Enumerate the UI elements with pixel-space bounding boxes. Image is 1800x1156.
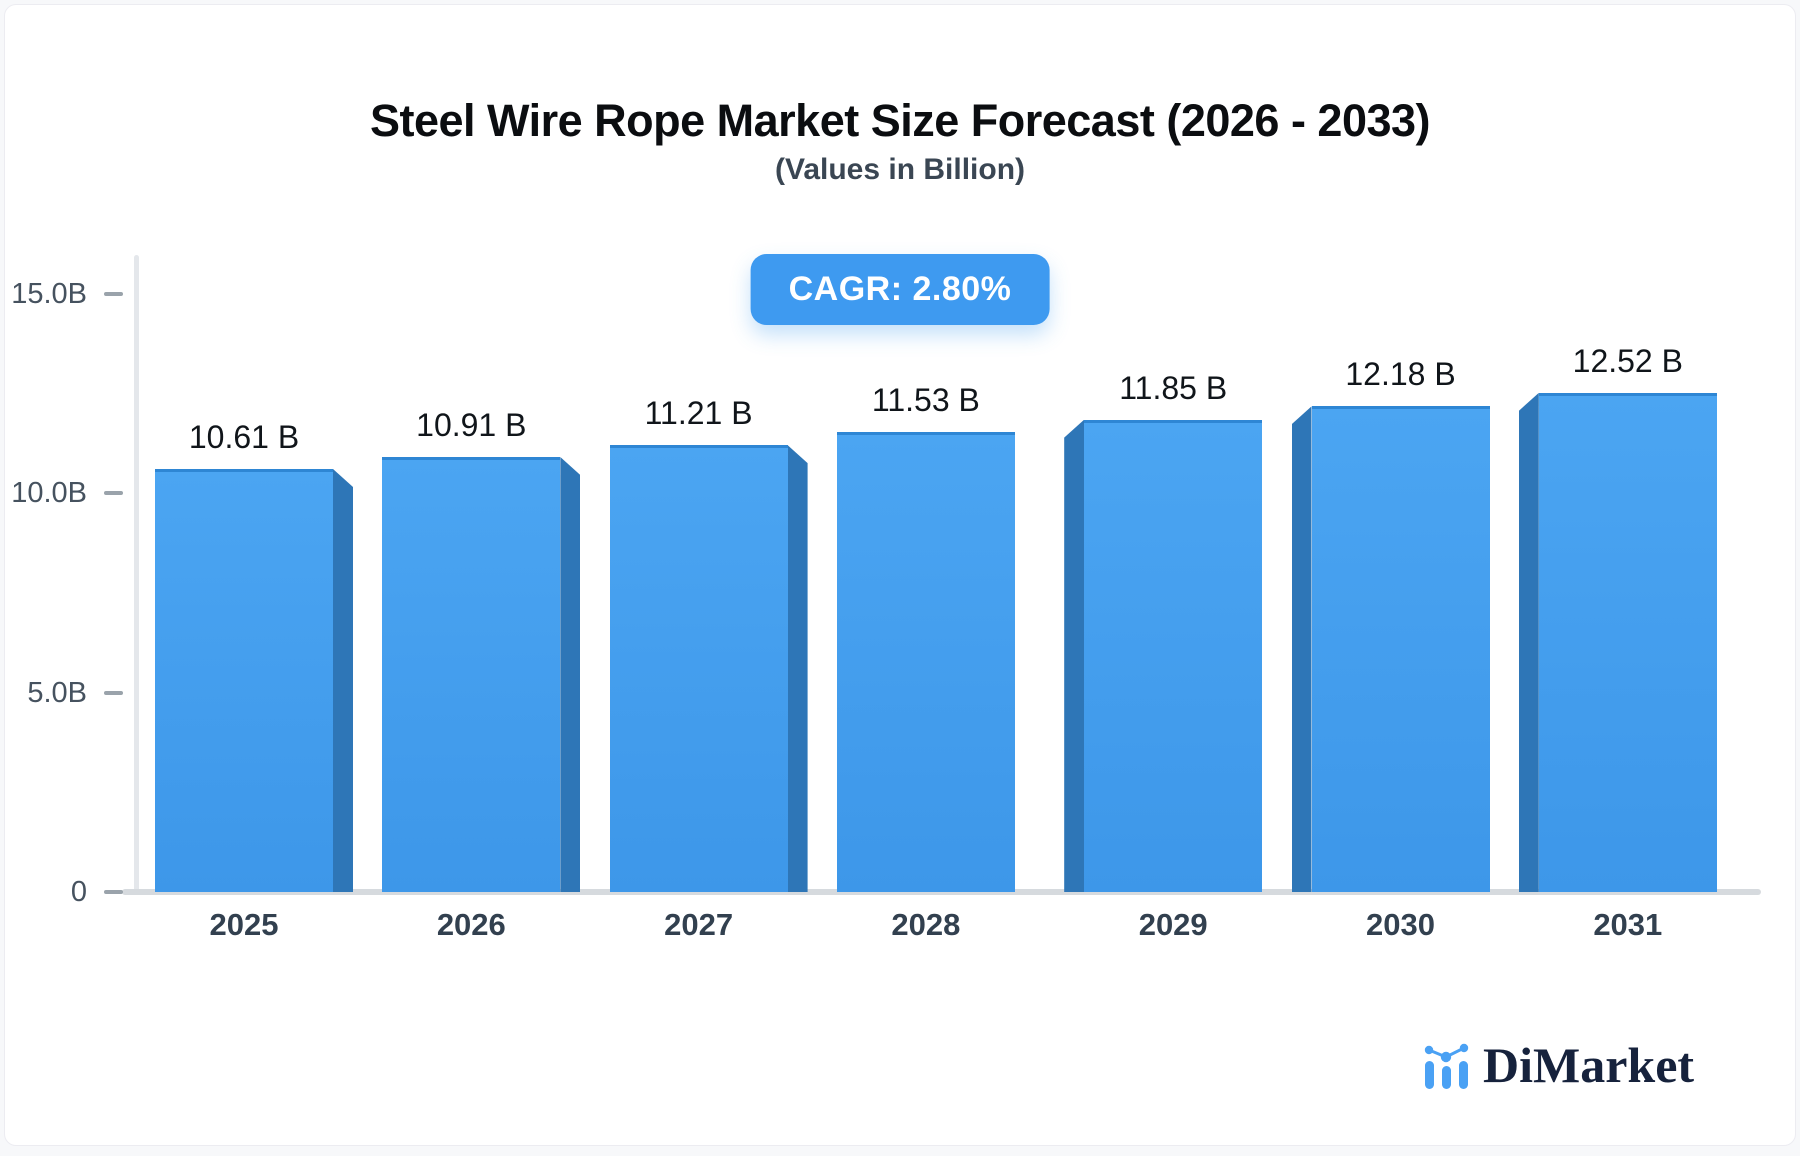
x-axis-label: 2029 <box>1138 907 1208 942</box>
bar-2030 <box>1291 406 1490 892</box>
bar-front-face <box>1084 419 1263 892</box>
y-axis-tick-label: 5.0B <box>27 676 87 709</box>
bar-2028 <box>836 432 1035 892</box>
bar-side-face <box>560 457 581 892</box>
x-axis-label: 2026 <box>436 907 506 942</box>
x-axis-label: 2030 <box>1366 907 1435 942</box>
bar-value-label: 12.52 B <box>1572 342 1683 379</box>
y-axis-tick-label: 0 <box>70 876 87 908</box>
bar-side-face <box>787 445 808 892</box>
x-axis-label: 2027 <box>664 907 734 942</box>
bar-front-face <box>155 469 333 892</box>
bar-2026 <box>382 457 581 892</box>
y-axis-tick-dash <box>104 292 123 296</box>
chart-subtitle: (Values in Billion) <box>774 153 1026 186</box>
chart-title: Steel Wire Rope Market Size Forecast (20… <box>369 95 1431 146</box>
bar-front-face <box>382 457 561 892</box>
dimarket-logo-icon <box>1424 1043 1469 1089</box>
bar-side-face <box>333 469 353 892</box>
bar-value-label: 10.61 B <box>188 419 300 455</box>
brand-logo: DiMarket <box>1423 1039 1694 1091</box>
x-axis-label: 2025 <box>209 907 279 942</box>
y-axis-tick-dash <box>104 890 123 894</box>
y-axis-tick-label: 10.0B <box>11 477 87 510</box>
y-axis-tick-label: 15.0B <box>11 278 87 310</box>
bar-value-label: 10.91 B <box>416 407 527 444</box>
y-axis-line <box>134 255 139 894</box>
bar-front-face <box>836 432 1015 892</box>
cagr-badge: CAGR: 2.80% <box>750 254 1050 325</box>
bar-chart: 0 5.0B 10.0B 15.0B 10.61 B 2025 10.91 B 2026 11… <box>5 5 1795 1145</box>
chart-card: Steel Wire Rope Market Size Forecast (20… <box>4 4 1796 1146</box>
x-axis-label: 2031 <box>1593 907 1663 942</box>
bar-2031 <box>1518 392 1717 892</box>
bar-side-face <box>1064 419 1085 892</box>
bar-value-label: 11.85 B <box>1119 369 1228 406</box>
bar-value-label: 11.21 B <box>644 395 753 432</box>
x-axis-line <box>122 889 1761 895</box>
bar-2025 <box>155 469 353 892</box>
bar-value-label: 11.53 B <box>871 382 980 419</box>
bar-front-face <box>609 445 788 892</box>
y-axis-tick-dash <box>104 491 123 496</box>
bar-2027 <box>609 445 808 892</box>
bar-side-face <box>1518 392 1539 892</box>
brand-name: DiMarket <box>1483 1037 1695 1093</box>
y-axis-tick-dash <box>104 690 123 695</box>
bar-front-face <box>1311 406 1490 892</box>
bar-side-face <box>1291 406 1312 892</box>
bar-front-face <box>1538 392 1717 892</box>
bar-value-label: 12.18 B <box>1345 356 1456 393</box>
x-axis-label: 2028 <box>891 907 961 942</box>
bar-2029 <box>1064 419 1263 892</box>
